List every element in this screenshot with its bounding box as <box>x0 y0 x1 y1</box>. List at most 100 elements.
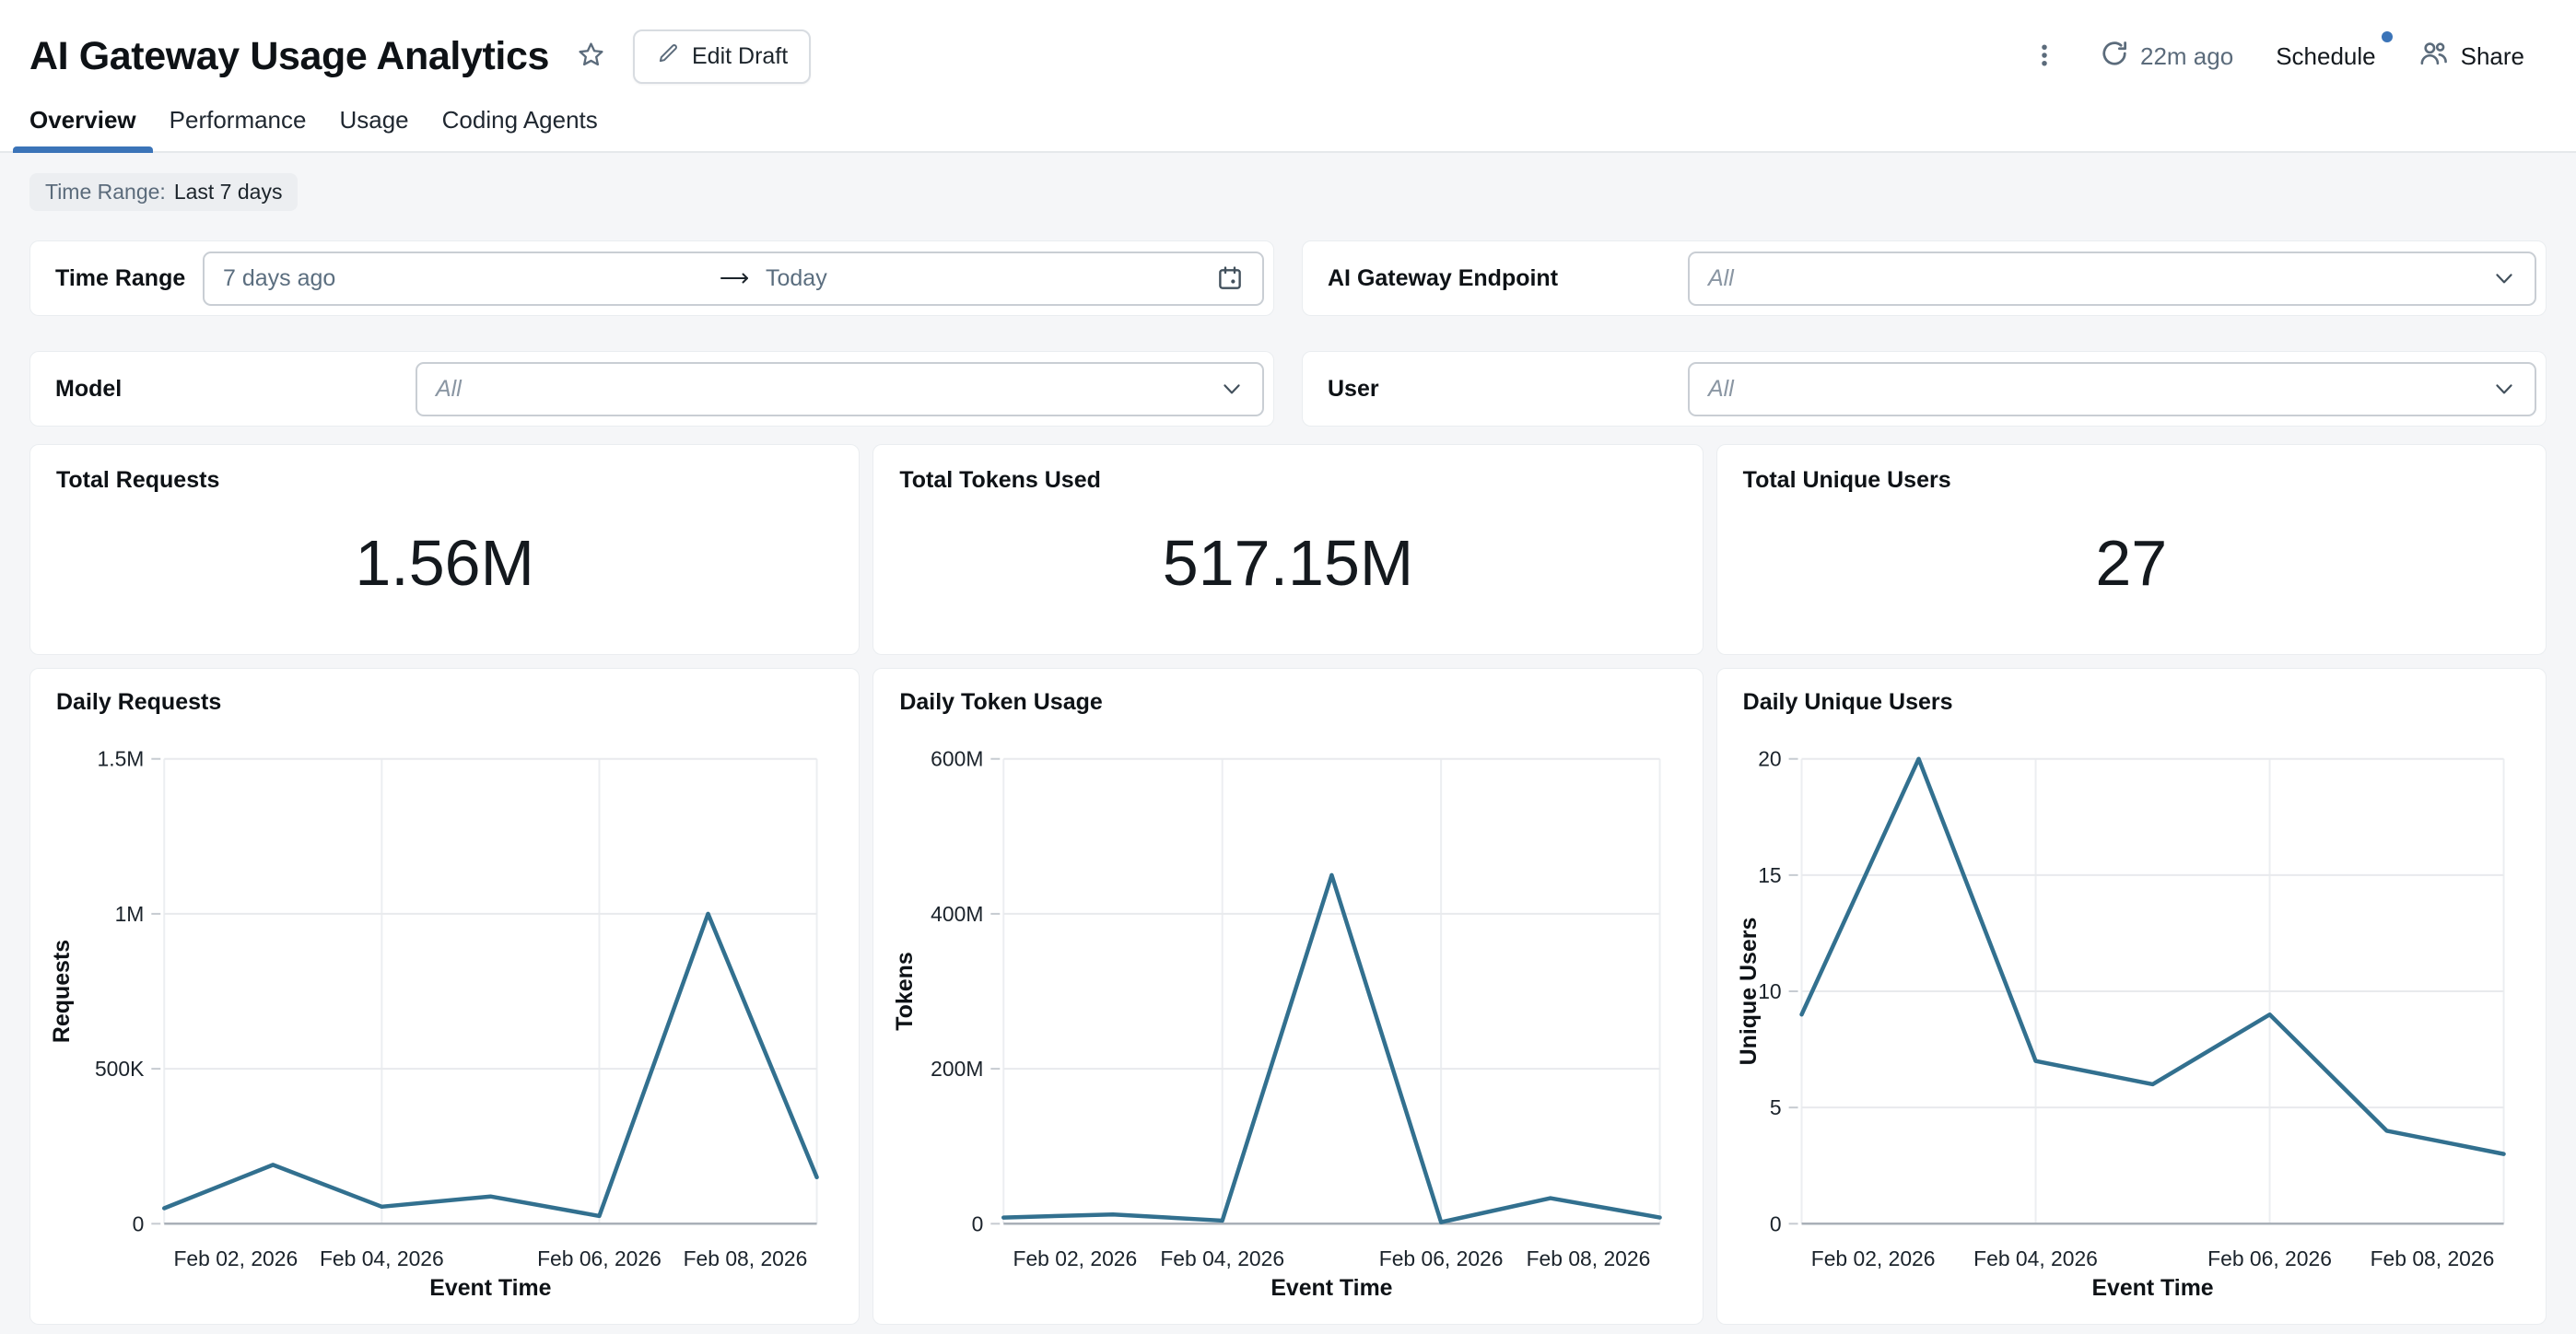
svg-text:0: 0 <box>1770 1211 1782 1235</box>
charts-section: 0 500K 1M 1.5M Feb 02, 2026 Feb 04, 2026 Feb 0… <box>29 668 2547 1325</box>
kpi-value: 517.15M <box>1162 527 1414 599</box>
chart-title: Daily Unique Users <box>1742 689 1953 715</box>
page-title: AI Gateway Usage Analytics <box>29 33 549 78</box>
chip-value: Last 7 days <box>173 180 283 204</box>
svg-text:Requests: Requests <box>49 940 75 1043</box>
chevron-down-icon <box>2492 377 2516 401</box>
filter-card-model: Model All <box>29 351 1274 427</box>
tab-performance[interactable]: Performance <box>153 106 323 151</box>
time-range-filter-label: Time Range <box>55 264 186 291</box>
schedule-label: Schedule <box>2276 41 2376 70</box>
svg-text:Feb 06, 2026: Feb 06, 2026 <box>537 1246 662 1270</box>
edit-draft-button[interactable]: Edit Draft <box>632 29 812 84</box>
last-refresh-time: 22m ago <box>2140 41 2234 70</box>
svg-text:Feb 08, 2026: Feb 08, 2026 <box>684 1246 808 1270</box>
svg-text:Feb 04, 2026: Feb 04, 2026 <box>320 1246 444 1270</box>
svg-text:Event Time: Event Time <box>2091 1275 2213 1301</box>
svg-text:0: 0 <box>133 1211 145 1235</box>
svg-text:Feb 06, 2026: Feb 06, 2026 <box>1379 1246 1504 1270</box>
header-actions: 22m ago Schedule Share <box>2031 30 2524 75</box>
notification-dot <box>2381 30 2393 42</box>
tab-label: Coding Agents <box>441 106 598 134</box>
kpi-title: Total Requests <box>56 467 220 493</box>
model-selected-value: All <box>436 375 462 402</box>
time-range-input[interactable]: 7 days ago Today <box>203 251 1264 306</box>
share-label: Share <box>2460 41 2524 70</box>
chart-card-daily-requests: 0 500K 1M 1.5M Feb 02, 2026 Feb 04, 2026 Feb 0… <box>29 668 861 1325</box>
kpi-card-total-tokens: Total Tokens Used 517.15M <box>872 444 1704 655</box>
filter-card-user: User All <box>1302 351 2547 427</box>
svg-text:Feb 04, 2026: Feb 04, 2026 <box>1973 1246 2098 1270</box>
range-end[interactable]: Today <box>720 265 1216 292</box>
chip-label: Time Range: <box>45 180 166 204</box>
kpi-value: 27 <box>2095 527 2168 599</box>
chart-card-daily-unique-users: 0 5 10 15 20 Feb 02, 2026 Feb 04, 2026 Feb 06, … <box>1715 668 2547 1325</box>
svg-text:1.5M: 1.5M <box>98 747 145 771</box>
daily-token-usage-chart: 0 200M 400M 600M Feb 02, 2026 Feb 04, 2026 Feb… <box>892 747 1663 1301</box>
svg-text:Feb 08, 2026: Feb 08, 2026 <box>2370 1246 2494 1270</box>
active-tab-indicator <box>13 146 153 153</box>
kpi-title: Total Unique Users <box>1742 467 1951 493</box>
tab-label: Performance <box>169 106 307 134</box>
range-end-value: Today <box>766 264 827 291</box>
calendar-icon[interactable] <box>1216 264 1244 292</box>
chevron-down-icon <box>2492 266 2516 290</box>
filters-section: Time Range 7 days ago Today AI Gateway E… <box>29 240 2547 427</box>
share-button[interactable]: Share <box>2418 38 2524 75</box>
svg-text:10: 10 <box>1758 979 1781 1003</box>
svg-text:400M: 400M <box>931 902 984 926</box>
favorite-star-button[interactable] <box>577 41 605 72</box>
tab-label: Overview <box>29 106 136 134</box>
chart-title: Daily Requests <box>56 689 222 715</box>
user-select[interactable]: All <box>1688 361 2536 416</box>
svg-text:15: 15 <box>1758 863 1781 887</box>
svg-text:600M: 600M <box>931 747 984 771</box>
endpoint-select[interactable]: All <box>1688 251 2536 306</box>
svg-text:Feb 02, 2026: Feb 02, 2026 <box>1810 1246 1935 1270</box>
range-start-value: 7 days ago <box>223 264 336 291</box>
range-start[interactable]: 7 days ago <box>223 265 720 292</box>
more-options-button[interactable] <box>2031 41 2058 72</box>
edit-draft-label: Edit Draft <box>691 42 789 69</box>
model-select[interactable]: All <box>416 361 1264 416</box>
svg-text:500K: 500K <box>95 1057 145 1081</box>
tab-label: Usage <box>339 106 409 134</box>
pencil-icon <box>656 41 680 72</box>
model-filter-label: Model <box>55 375 123 402</box>
svg-text:Feb 02, 2026: Feb 02, 2026 <box>1013 1246 1138 1270</box>
svg-text:200M: 200M <box>931 1057 984 1081</box>
svg-text:0: 0 <box>972 1211 984 1235</box>
svg-text:Event Time: Event Time <box>429 1275 551 1301</box>
filter-card-endpoint: AI Gateway Endpoint All <box>1302 240 2547 316</box>
daily-requests-chart: 0 500K 1M 1.5M Feb 02, 2026 Feb 04, 2026 Feb 0… <box>49 747 819 1301</box>
kebab-icon <box>2031 41 2058 72</box>
tab-usage[interactable]: Usage <box>322 106 425 151</box>
svg-text:1M: 1M <box>115 902 145 926</box>
schedule-button[interactable]: Schedule <box>2276 30 2393 71</box>
dashboard-header: AI Gateway Usage Analytics Edit Draft <box>0 0 2576 153</box>
tab-coding-agents[interactable]: Coding Agents <box>426 106 615 151</box>
tab-overview[interactable]: Overview <box>13 106 153 153</box>
svg-text:20: 20 <box>1758 747 1781 771</box>
svg-text:Feb 02, 2026: Feb 02, 2026 <box>173 1246 298 1270</box>
svg-text:Tokens: Tokens <box>892 952 918 1030</box>
endpoint-selected-value: All <box>1708 264 1734 291</box>
applied-time-range-chip[interactable]: Time Range: Last 7 days <box>29 173 299 211</box>
svg-text:Feb 06, 2026: Feb 06, 2026 <box>2207 1246 2332 1270</box>
dashboard-content: Time Range: Last 7 days Time Range 7 day… <box>0 153 2576 1325</box>
filter-card-time-range: Time Range 7 days ago Today <box>29 240 1274 316</box>
refresh-icon <box>2101 40 2128 74</box>
kpi-card-unique-users: Total Unique Users 27 <box>1715 444 2547 655</box>
refresh-button[interactable]: 22m ago <box>2101 40 2233 74</box>
daily-unique-users-chart: 0 5 10 15 20 Feb 02, 2026 Feb 04, 2026 Feb 06, … <box>1735 747 2506 1301</box>
svg-text:5: 5 <box>1770 1095 1782 1119</box>
chart-title: Daily Token Usage <box>899 689 1103 715</box>
user-selected-value: All <box>1708 375 1734 402</box>
header-top-row: AI Gateway Usage Analytics Edit Draft <box>0 0 2576 87</box>
svg-text:Event Time: Event Time <box>1271 1275 1393 1301</box>
chevron-down-icon <box>1220 377 1244 401</box>
arrow-right-icon <box>720 265 751 292</box>
kpi-value: 1.56M <box>355 527 534 599</box>
kpi-title: Total Tokens Used <box>899 467 1101 493</box>
svg-text:Feb 04, 2026: Feb 04, 2026 <box>1161 1246 1285 1270</box>
